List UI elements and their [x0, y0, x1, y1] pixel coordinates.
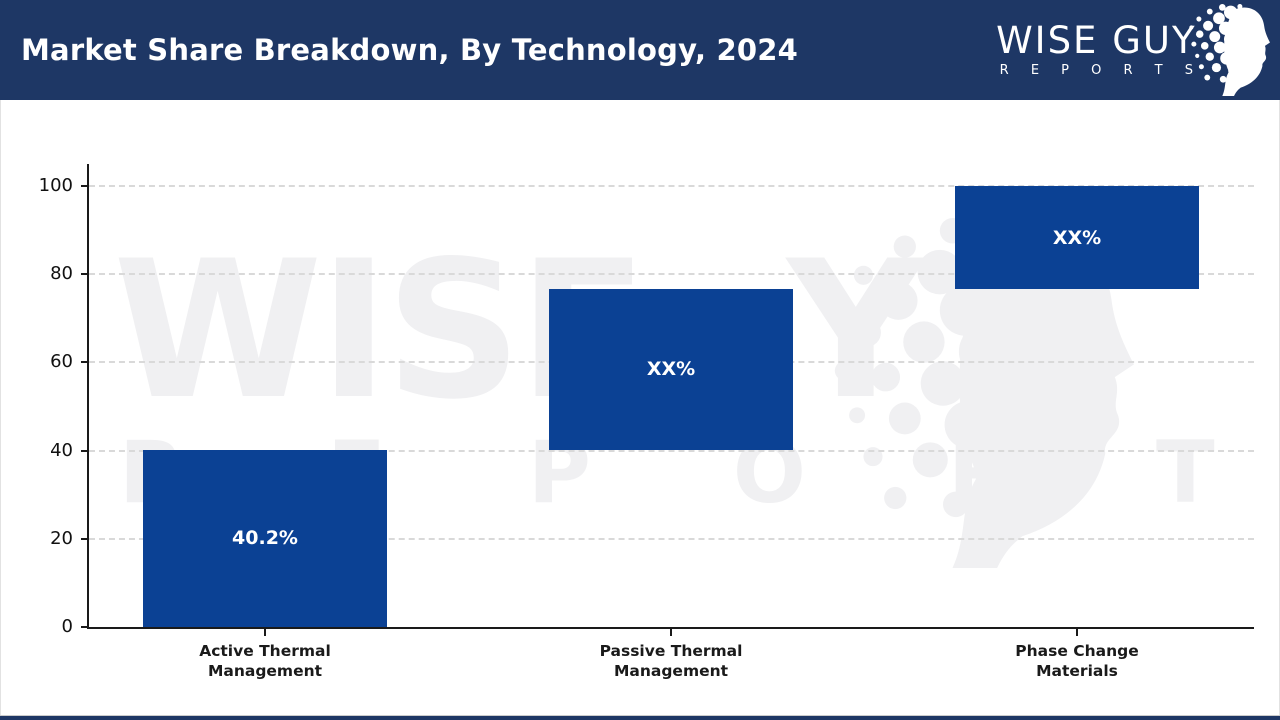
bar-1 [549, 289, 793, 450]
category-label-0: Active Thermal Management [199, 642, 331, 680]
y-tick-label-80: 80 [50, 263, 73, 285]
y-tick-label-60: 60 [50, 351, 73, 373]
gridline-80 [89, 273, 1254, 276]
wise-guy-reports-logo: WISE GUY R E P O R T S [991, 4, 1280, 96]
logo-text: WISE GUY R E P O R T S [991, 22, 1202, 78]
y-tick-label-20: 20 [50, 527, 73, 549]
gridline-100 [89, 185, 1254, 187]
footer-bar [0, 715, 1280, 720]
bar-value-label-0: 40.2% [232, 527, 298, 550]
x-axis [87, 627, 1254, 629]
bar-value-label-1: XX% [646, 358, 696, 381]
y-tick-label-100: 100 [38, 175, 73, 196]
bar-value-label-2: XX% [1052, 226, 1102, 249]
logo-subtitle: R E P O R T S [999, 63, 1202, 78]
y-axis [87, 164, 89, 629]
y-tick-40 [81, 449, 89, 452]
x-tick-1 [670, 629, 672, 636]
gridline-40 [89, 449, 1254, 452]
logo-wordmark: WISE GUY [996, 19, 1197, 62]
y-tick-60 [81, 361, 89, 364]
y-tick-label-40: 40 [50, 439, 73, 461]
y-tick-label-0: 0 [61, 616, 73, 637]
y-tick-20 [81, 537, 89, 540]
category-label-1: Passive Thermal Management [599, 642, 743, 680]
gridline-20 [89, 537, 1254, 540]
x-tick-2 [1076, 629, 1078, 636]
page-title: Market Share Breakdown, By Technology, 2… [21, 33, 799, 67]
x-tick-0 [264, 629, 266, 636]
y-tick-80 [81, 273, 89, 276]
plot: 0 20 40 60 80 100 40.2% Active Thermal Managemen… [1, 100, 1279, 716]
y-tick-100 [81, 185, 89, 187]
dotted-head-icon [1189, 4, 1270, 96]
chart-area: WISE Y R E P O R T S 02040608010040.2%Ac… [0, 100, 1280, 716]
category-label-2: Phase Change Materials [1015, 642, 1139, 680]
bar-0 [143, 449, 387, 627]
y-tick-0 [81, 626, 89, 628]
bar-2 [955, 186, 1199, 290]
header-bar: Market Share Breakdown, By Technology, 2… [0, 0, 1280, 100]
